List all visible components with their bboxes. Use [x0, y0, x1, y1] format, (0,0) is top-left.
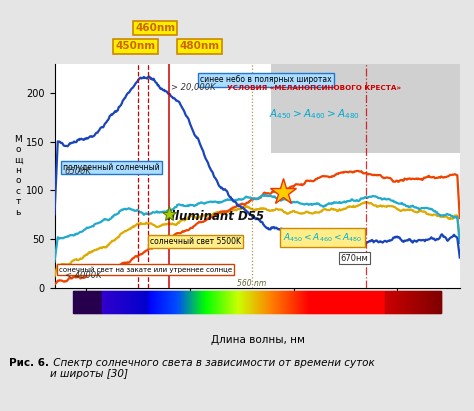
Text: 670нм: 670нм	[340, 254, 368, 263]
Text: 460nm: 460nm	[135, 23, 175, 33]
Text: синее небо в полярных широтах: синее небо в полярных широтах	[200, 75, 332, 84]
Text: 6500K: 6500K	[65, 167, 92, 176]
Text: $A_{450}$$>$$A_{460}$$>$$A_{480}$: $A_{450}$$>$$A_{460}$$>$$A_{480}$	[269, 108, 360, 121]
Text: 450nm: 450nm	[115, 42, 155, 51]
Text: 560 nm: 560 nm	[237, 279, 267, 288]
FancyBboxPatch shape	[271, 64, 460, 153]
Text: $A_{450}$$<$$A_{460}$$<$$A_{480}$: $A_{450}$$<$$A_{460}$$<$$A_{480}$	[283, 231, 362, 244]
Text: сонечный свет на закате или утреннее солнце: сонечный свет на закате или утреннее сол…	[59, 266, 232, 273]
Y-axis label: М
о
щ
н
о
с
т
ь: М о щ н о с т ь	[14, 135, 22, 217]
Text: солнечный свет 5500K: солнечный свет 5500K	[150, 237, 241, 246]
Text: Рис. 6.: Рис. 6.	[9, 358, 49, 367]
Text: Длина волны, нм: Длина волны, нм	[211, 335, 305, 345]
Text: Спектр солнечного света в зависимости от времени суток
и широты [30]: Спектр солнечного света в зависимости от…	[50, 358, 374, 379]
Text: < 4000K: < 4000K	[65, 271, 101, 280]
Text: illuminant D55: illuminant D55	[167, 210, 264, 222]
Text: > 20,000K: > 20,000K	[171, 83, 216, 92]
Text: 480nm: 480nm	[180, 42, 219, 51]
Text: УСЛОВИЯ «МЕЛАНОПСИНОВОГО КРЕСТА»: УСЛОВИЯ «МЕЛАНОПСИНОВОГО КРЕСТА»	[227, 85, 401, 91]
Text: полуденный солнечный: полуденный солнечный	[63, 163, 159, 172]
